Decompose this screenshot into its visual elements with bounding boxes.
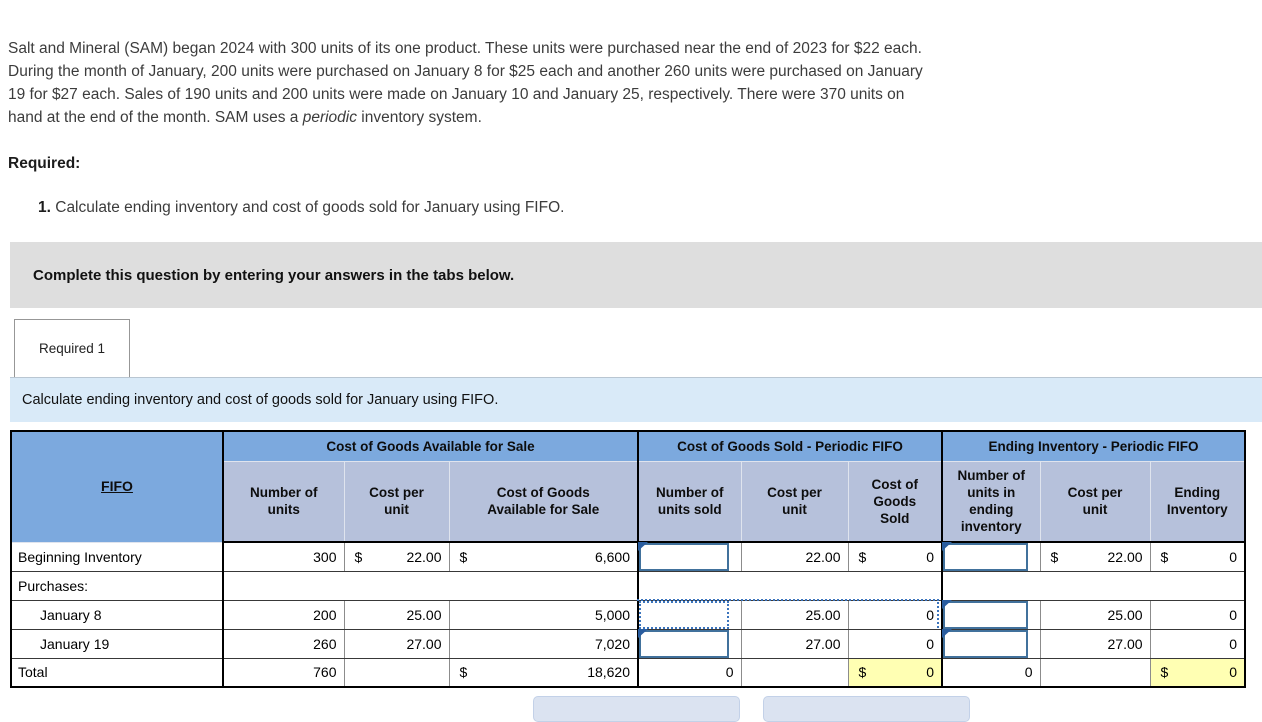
dollar-sign: $ — [1160, 664, 1169, 681]
fifo-table-wrapper: FIFO Cost of Goods Available for Sale Co… — [10, 430, 1247, 688]
problem-statement: Salt and Mineral (SAM) began 2024 with 3… — [8, 37, 923, 129]
row-beginning-inventory: Beginning Inventory 300 $22.00 $6,600 22… — [10, 541, 1246, 572]
empty-cell — [222, 570, 639, 601]
dollar-sign: $ — [459, 548, 468, 565]
input-units-ending-beginning-inventory[interactable] — [943, 543, 1028, 571]
instruction-panel: Calculate ending inventory and cost of g… — [10, 377, 1262, 422]
cell-total-cogas: $18,620 — [448, 657, 639, 688]
input-units-sold-january-19[interactable] — [639, 629, 729, 658]
cell-jan19-ending-inventory: 0 — [1149, 628, 1246, 659]
cell-jan8-sold-cost-per-unit: 25.00 — [740, 599, 849, 630]
required-item-1: 1. Calculate ending inventory and cost o… — [38, 199, 565, 216]
cell-jan8-cogs: 0 — [847, 599, 943, 630]
cell-jan8-ending-inventory: 0 — [1149, 599, 1246, 630]
empty-cell — [343, 657, 450, 688]
cell-bi-units-sold — [637, 541, 742, 572]
dollar-sign: $ — [1050, 548, 1059, 565]
cell-bi-ending-inventory: $0 — [1149, 541, 1246, 572]
cell-jan8-units-sold — [637, 599, 742, 630]
cell-jan19-cogas: 7,020 — [448, 628, 639, 659]
complete-question-banner: Complete this question by entering your … — [10, 242, 1262, 308]
dollar-sign: $ — [354, 548, 363, 565]
cell-bi-cogas: $6,600 — [448, 541, 639, 572]
tab-label: Required 1 — [38, 341, 106, 356]
cell-jan19-units: 260 — [222, 628, 345, 659]
cell-total-units: 760 — [222, 657, 345, 688]
input-units-sold-january-8[interactable] — [639, 600, 729, 629]
col-header-cost-per-unit: Cost per unit — [343, 460, 450, 543]
group-header-cogas: Cost of Goods Available for Sale — [222, 430, 639, 462]
row-label-january-19: January 19 — [10, 628, 224, 659]
empty-cell — [941, 570, 1246, 601]
empty-cell — [740, 657, 849, 688]
col-header-units-ending-inventory: Number of units in ending inventory — [941, 460, 1041, 543]
cell-jan8-cost-per-unit: 25.00 — [343, 599, 450, 630]
cell-jan19-units-sold — [637, 628, 742, 659]
problem-line: 19 for $27 each. Sales of 190 units and … — [8, 86, 905, 103]
empty-cell — [637, 570, 943, 601]
cell-total-ending-inventory: $0 — [1149, 657, 1246, 688]
input-units-ending-january-8[interactable] — [943, 600, 1028, 629]
col-header-cogas: Cost of Goods Available for Sale — [448, 460, 639, 543]
input-units-sold-beginning-inventory[interactable] — [639, 543, 729, 571]
group-header-cogs: Cost of Goods Sold - Periodic FIFO — [637, 430, 943, 462]
cell-bi-cost-per-unit: $22.00 — [343, 541, 450, 572]
row-label-beginning-inventory: Beginning Inventory — [10, 541, 224, 572]
cell-jan19-units-ending — [941, 628, 1041, 659]
cell-jan8-ei-cost-per-unit: 25.00 — [1039, 599, 1151, 630]
dollar-sign: $ — [858, 548, 867, 565]
required-item-number: 1. — [38, 199, 51, 216]
cell-total-units-sold: 0 — [637, 657, 742, 688]
cell-bi-ei-cost-per-unit: $22.00 — [1039, 541, 1151, 572]
row-purchases: Purchases: — [10, 570, 1246, 601]
nav-button-right[interactable] — [763, 696, 970, 722]
fifo-table: FIFO Cost of Goods Available for Sale Co… — [10, 430, 1247, 688]
cell-jan19-cost-per-unit: 27.00 — [343, 628, 450, 659]
corner-header-fifo: FIFO — [10, 430, 224, 543]
col-header-cost-per-unit-sold: Cost per unit — [740, 460, 849, 543]
periodic-emphasis: periodic — [302, 109, 357, 126]
empty-cell — [1039, 657, 1151, 688]
cell-bi-sold-cost-per-unit: 22.00 — [740, 541, 849, 572]
group-header-ending-inventory: Ending Inventory - Periodic FIFO — [941, 430, 1246, 462]
row-january-19: January 19 260 27.00 7,020 27.00 0 27.00… — [10, 628, 1246, 659]
nav-button-left[interactable] — [533, 696, 740, 722]
cell-jan8-units-ending — [941, 599, 1041, 630]
cell-jan19-cogs: 0 — [847, 628, 943, 659]
col-header-number-of-units: Number of units — [222, 460, 345, 543]
cell-bi-units-ending — [941, 541, 1041, 572]
cell-bi-cogs: $0 — [847, 541, 943, 572]
problem-line: hand at the end of the month. SAM uses a… — [8, 109, 482, 126]
cell-jan19-sold-cost-per-unit: 27.00 — [740, 628, 849, 659]
cell-total-units-ending: 0 — [941, 657, 1041, 688]
row-label-january-8: January 8 — [10, 599, 224, 630]
dollar-sign: $ — [858, 664, 867, 681]
row-label-purchases: Purchases: — [10, 570, 224, 601]
col-header-cost-per-unit-ending: Cost per unit — [1039, 460, 1151, 543]
input-units-ending-january-19[interactable] — [943, 629, 1028, 658]
problem-line: During the month of January, 200 units w… — [8, 63, 923, 80]
required-heading: Required: — [8, 155, 81, 172]
dollar-sign: $ — [459, 664, 468, 681]
col-header-cost-of-goods-sold: Cost of Goods Sold — [847, 460, 943, 543]
cell-jan19-ei-cost-per-unit: 27.00 — [1039, 628, 1151, 659]
cell-jan8-units: 200 — [222, 599, 345, 630]
dollar-sign: $ — [1160, 548, 1169, 565]
row-label-total: Total — [10, 657, 224, 688]
cell-jan8-cogas: 5,000 — [448, 599, 639, 630]
col-header-ending-inventory: Ending Inventory — [1149, 460, 1246, 543]
problem-line: Salt and Mineral (SAM) began 2024 with 3… — [8, 40, 922, 57]
col-header-units-sold: Number of units sold — [637, 460, 742, 543]
cell-bi-units: 300 — [222, 541, 345, 572]
cell-total-cogs: $0 — [847, 657, 943, 688]
tab-required-1[interactable]: Required 1 — [14, 319, 130, 377]
row-january-8: January 8 200 25.00 5,000 25.00 0 25.00 … — [10, 599, 1246, 630]
row-total: Total 760 $18,620 0 $0 0 $0 — [10, 657, 1246, 688]
